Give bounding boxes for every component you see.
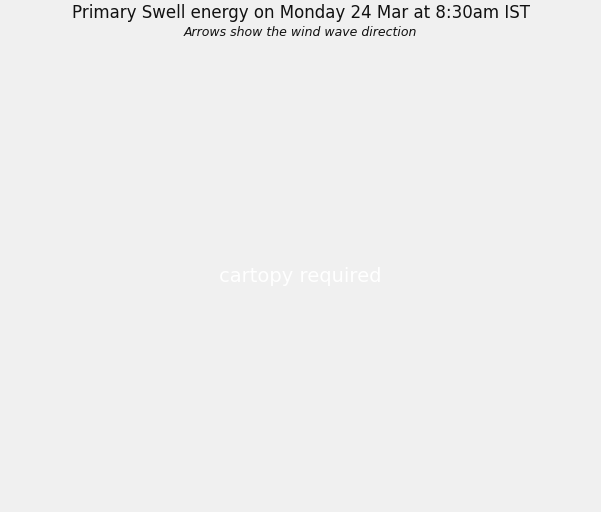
- Text: cartopy required: cartopy required: [219, 267, 382, 287]
- Text: Arrows show the wind wave direction: Arrows show the wind wave direction: [184, 26, 417, 39]
- Text: Primary Swell energy on Monday 24 Mar at 8:30am IST: Primary Swell energy on Monday 24 Mar at…: [72, 4, 529, 22]
